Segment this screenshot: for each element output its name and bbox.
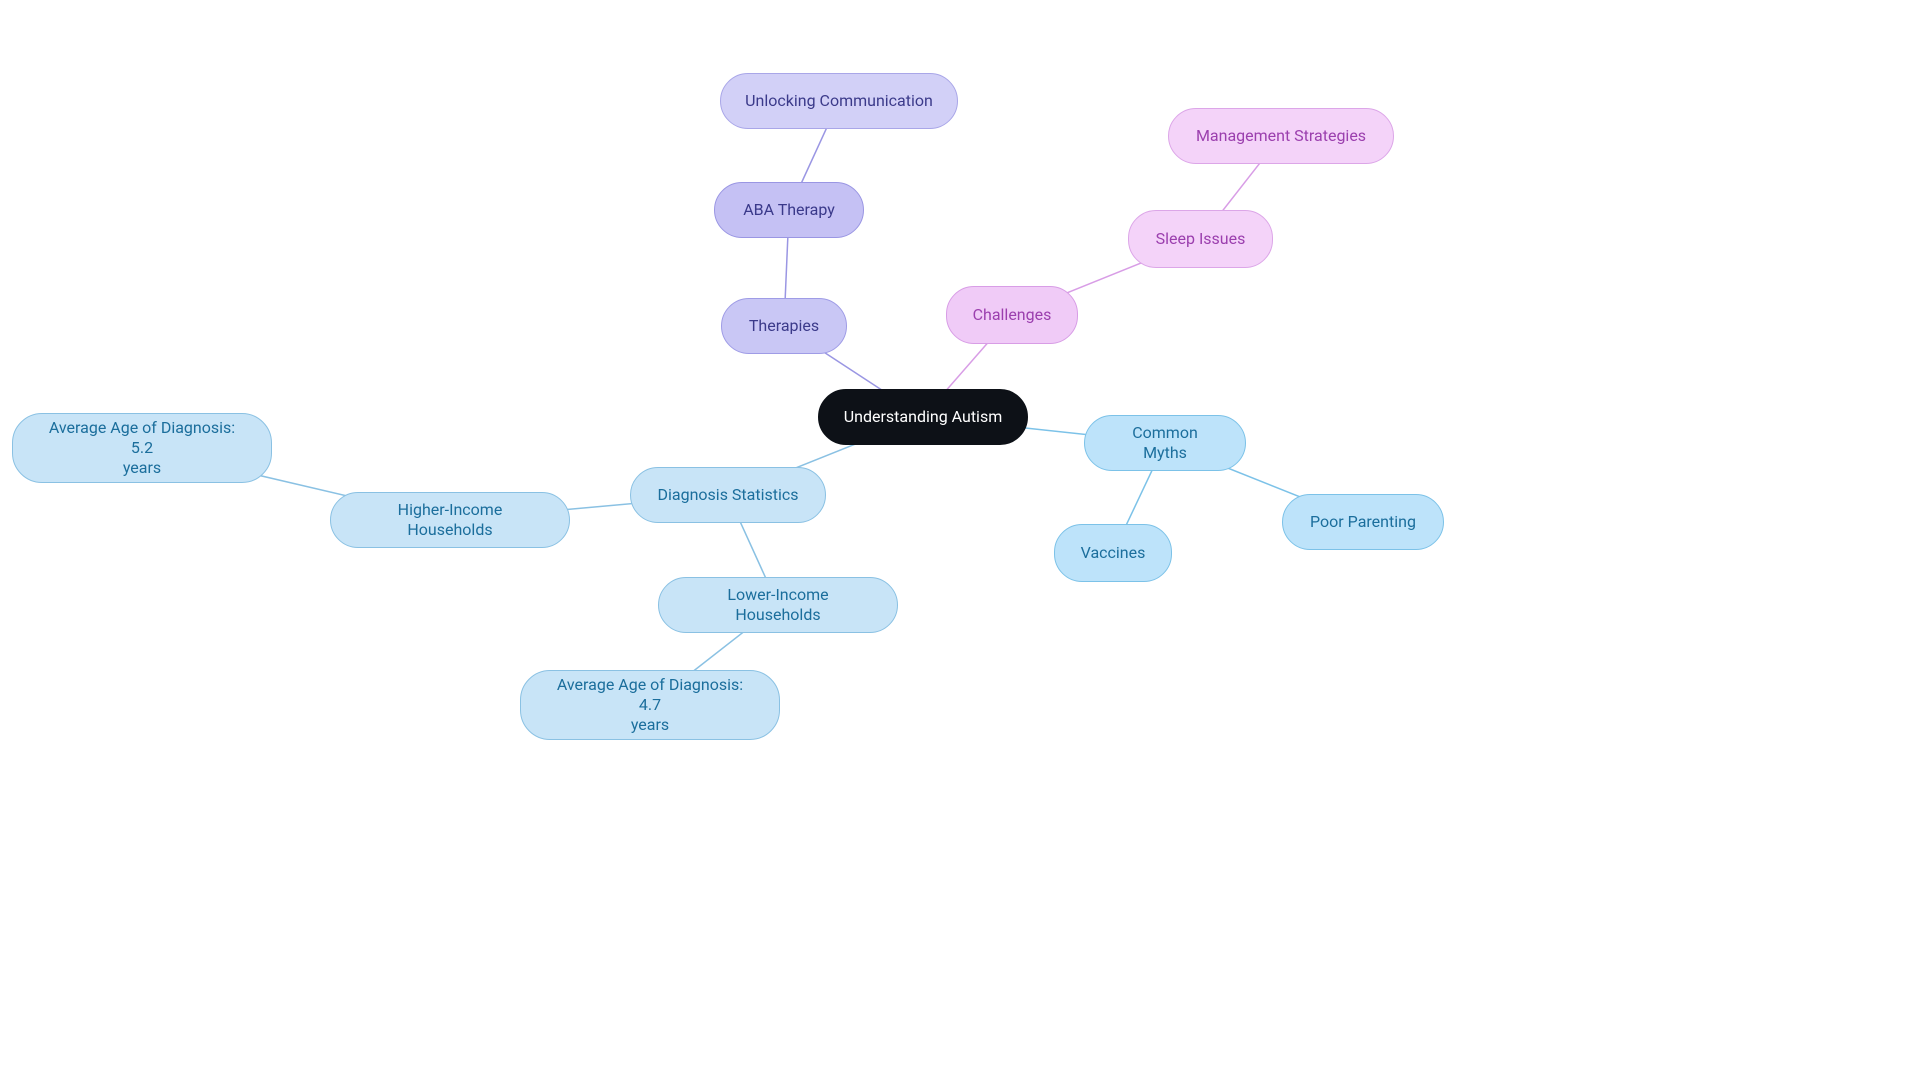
node-label: Unlocking Communication <box>745 91 933 111</box>
node-therapies: Therapies <box>721 298 847 354</box>
node-label: Higher-Income Households <box>355 500 545 540</box>
node-age52: Average Age of Diagnosis: 5.2 years <box>12 413 272 483</box>
node-mgmt: Management Strategies <box>1168 108 1394 164</box>
node-unlocking: Unlocking Communication <box>720 73 958 129</box>
node-challenges: Challenges <box>946 286 1078 344</box>
node-aba: ABA Therapy <box>714 182 864 238</box>
node-label: Management Strategies <box>1196 126 1366 146</box>
node-label: Challenges <box>973 305 1052 325</box>
node-label: Lower-Income Households <box>683 585 873 625</box>
mindmap-canvas: Understanding Autism Therapies ABA Therapy… <box>0 0 1920 1083</box>
node-lower: Lower-Income Households <box>658 577 898 633</box>
node-sleep: Sleep Issues <box>1128 210 1273 268</box>
node-vaccines: Vaccines <box>1054 524 1172 582</box>
node-label: Therapies <box>749 316 819 336</box>
node-label: ABA Therapy <box>743 200 835 220</box>
node-label: Average Age of Diagnosis: 5.2 years <box>37 418 247 478</box>
node-higher: Higher-Income Households <box>330 492 570 548</box>
node-label: Sleep Issues <box>1156 229 1246 249</box>
node-label: Poor Parenting <box>1310 512 1416 532</box>
node-diag: Diagnosis Statistics <box>630 467 826 523</box>
node-label: Understanding Autism <box>844 407 1002 427</box>
node-label: Common Myths <box>1109 423 1221 463</box>
node-poor: Poor Parenting <box>1282 494 1444 550</box>
node-age47: Average Age of Diagnosis: 4.7 years <box>520 670 780 740</box>
edges-layer <box>0 0 1920 1083</box>
node-root: Understanding Autism <box>818 389 1028 445</box>
node-label: Vaccines <box>1081 543 1146 563</box>
node-myths: Common Myths <box>1084 415 1246 471</box>
node-label: Diagnosis Statistics <box>658 485 799 505</box>
node-label: Average Age of Diagnosis: 4.7 years <box>545 675 755 735</box>
